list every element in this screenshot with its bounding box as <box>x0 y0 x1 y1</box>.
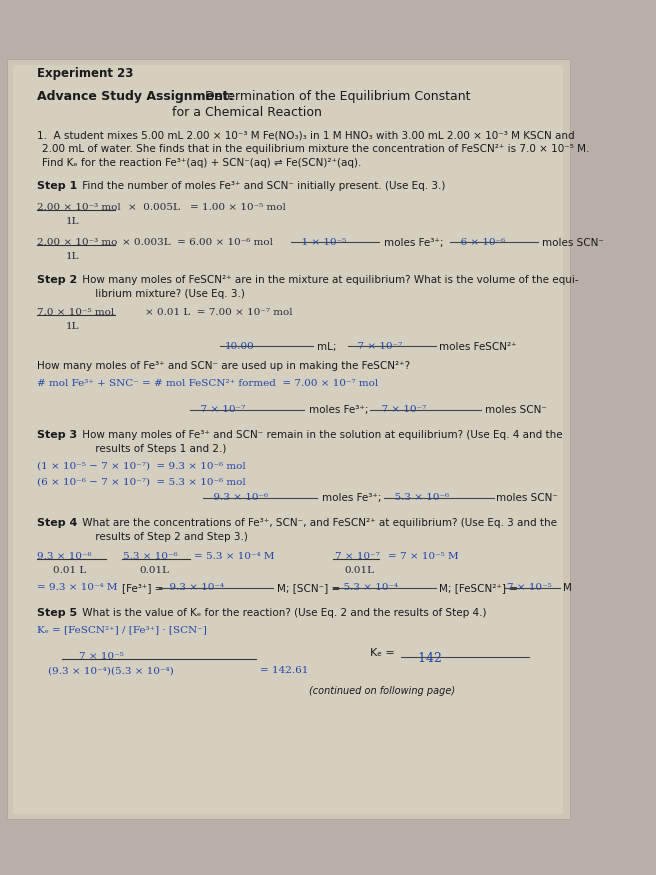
Text: 7 × 10⁻⁷: 7 × 10⁻⁷ <box>335 551 380 561</box>
Text: = 5.3 × 10⁻⁴ M: = 5.3 × 10⁻⁴ M <box>194 551 274 561</box>
Text: 5.3 × 10⁻⁶: 5.3 × 10⁻⁶ <box>123 551 178 561</box>
Text: moles FeSCN²⁺: moles FeSCN²⁺ <box>439 342 517 352</box>
Text: 9.3 × 10⁻⁶: 9.3 × 10⁻⁶ <box>207 493 268 502</box>
Text: moles SCN⁻: moles SCN⁻ <box>495 493 558 503</box>
Text: How many moles of Fe³⁺ and SCN⁻ are used up in making the FeSCN²⁺?: How many moles of Fe³⁺ and SCN⁻ are used… <box>37 361 410 371</box>
Text: 10.00: 10.00 <box>225 342 255 351</box>
Text: (9.3 × 10⁻⁴)(5.3 × 10⁻⁴): (9.3 × 10⁻⁴)(5.3 × 10⁻⁴) <box>49 667 174 676</box>
Text: = 9.3 × 10⁻⁴ M: = 9.3 × 10⁻⁴ M <box>37 584 117 592</box>
Text: 1L: 1L <box>66 252 79 261</box>
Text: 9.3 × 10⁻⁶: 9.3 × 10⁻⁶ <box>37 551 92 561</box>
Text: Find Kₑ for the reaction Fe³⁺(aq) + SCN⁻(aq) ⇌ Fe(SCN)²⁺(aq).: Find Kₑ for the reaction Fe³⁺(aq) + SCN⁻… <box>43 158 361 168</box>
Text: Find the number of moles Fe³⁺ and SCN⁻ initially present. (Use Eq. 3.): Find the number of moles Fe³⁺ and SCN⁻ i… <box>79 181 445 192</box>
FancyBboxPatch shape <box>7 59 569 819</box>
Text: # mol Fe³⁺ + SNC⁻ = # mol FeSCN²⁺ formed  = 7.00 × 10⁻⁷ mol: # mol Fe³⁺ + SNC⁻ = # mol FeSCN²⁺ formed… <box>37 379 379 388</box>
Text: 142: 142 <box>410 652 442 665</box>
Text: 2.00 mL of water. She finds that in the equilibrium mixture the concentration of: 2.00 mL of water. She finds that in the … <box>43 144 590 154</box>
Text: 2.00 × 10⁻³ mol: 2.00 × 10⁻³ mol <box>37 202 121 212</box>
Text: 7 × 10⁻⁷: 7 × 10⁻⁷ <box>351 342 402 351</box>
Text: 0.01 L: 0.01 L <box>53 566 86 575</box>
Text: Kₑ =: Kₑ = <box>371 648 395 658</box>
Text: 7 × 10⁻⁵: 7 × 10⁻⁵ <box>507 584 552 592</box>
Text: = 7 × 10⁻⁵ M: = 7 × 10⁻⁵ M <box>388 551 459 561</box>
Text: moles Fe³⁺;: moles Fe³⁺; <box>308 405 368 416</box>
Text: (continued on following page): (continued on following page) <box>308 686 455 696</box>
Text: What are the concentrations of Fe³⁺, SCN⁻, and FeSCN²⁺ at equilibrium? (Use Eq. : What are the concentrations of Fe³⁺, SCN… <box>79 518 558 528</box>
Text: Step 3: Step 3 <box>37 430 77 440</box>
Text: M; [FeSCN²⁺] =: M; [FeSCN²⁺] = <box>439 584 518 593</box>
Text: moles SCN⁻: moles SCN⁻ <box>485 405 547 416</box>
Text: (6 × 10⁻⁶ − 7 × 10⁻⁷)  = 5.3 × 10⁻⁶ mol: (6 × 10⁻⁶ − 7 × 10⁻⁷) = 5.3 × 10⁻⁶ mol <box>37 478 246 487</box>
Text: [Fe³⁺] =: [Fe³⁺] = <box>121 584 163 593</box>
Text: 7 × 10⁻⁵: 7 × 10⁻⁵ <box>79 652 124 662</box>
Text: (1 × 10⁻⁵ − 7 × 10⁻⁷)  = 9.3 × 10⁻⁶ mol: (1 × 10⁻⁵ − 7 × 10⁻⁷) = 9.3 × 10⁻⁶ mol <box>37 462 246 471</box>
Text: × 0.01 L  = 7.00 × 10⁻⁷ mol: × 0.01 L = 7.00 × 10⁻⁷ mol <box>146 308 293 318</box>
Text: 1 × 10⁻⁵: 1 × 10⁻⁵ <box>295 238 346 247</box>
Text: 0.01L: 0.01L <box>139 566 169 575</box>
Text: M; [SCN⁻] =: M; [SCN⁻] = <box>277 584 340 593</box>
Text: moles Fe³⁺;: moles Fe³⁺; <box>384 238 443 248</box>
Text: How many moles of FeSCN²⁺ are in the mixture at equilibrium? What is the volume : How many moles of FeSCN²⁺ are in the mix… <box>79 275 579 285</box>
Text: = 142.61: = 142.61 <box>260 667 308 676</box>
FancyBboxPatch shape <box>13 65 564 815</box>
Text: What is the value of Kₑ for the reaction? (Use Eq. 2 and the results of Step 4.): What is the value of Kₑ for the reaction… <box>79 608 487 618</box>
Text: Experiment 23: Experiment 23 <box>37 66 133 80</box>
Text: M: M <box>563 584 571 593</box>
Text: ×  0.005L: × 0.005L <box>128 202 180 212</box>
Text: results of Step 2 and Step 3.): results of Step 2 and Step 3.) <box>79 532 248 542</box>
Text: 7 × 10⁻⁷: 7 × 10⁻⁷ <box>375 405 426 415</box>
Text: How many moles of Fe³⁺ and SCN⁻ remain in the solution at equilibrium? (Use Eq. : How many moles of Fe³⁺ and SCN⁻ remain i… <box>79 430 563 440</box>
Text: 2.00 × 10⁻³ mo: 2.00 × 10⁻³ mo <box>37 238 117 247</box>
Text: Determination of the Equilibrium Constant: Determination of the Equilibrium Constan… <box>201 89 470 102</box>
Text: moles Fe³⁺;: moles Fe³⁺; <box>322 493 381 503</box>
Text: librium mixture? (Use Eq. 3.): librium mixture? (Use Eq. 3.) <box>79 289 245 299</box>
Text: = 1.00 × 10⁻⁵ mol: = 1.00 × 10⁻⁵ mol <box>190 202 285 212</box>
Text: 1.  A student mixes 5.00 mL 2.00 × 10⁻³ M Fe(NO₃)₃ in 1 M HNO₃ with 3.00 mL 2.00: 1. A student mixes 5.00 mL 2.00 × 10⁻³ M… <box>37 130 575 140</box>
Text: Kₑ = [FeSCN²⁺] / [Fe³⁺] · [SCN⁻]: Kₑ = [FeSCN²⁺] / [Fe³⁺] · [SCN⁻] <box>37 626 207 634</box>
Text: Advance Study Assignment:: Advance Study Assignment: <box>37 89 234 102</box>
Text: 9.3 × 10⁻⁴: 9.3 × 10⁻⁴ <box>163 584 224 592</box>
Text: 1L: 1L <box>66 322 79 332</box>
Text: for a Chemical Reaction: for a Chemical Reaction <box>172 106 322 118</box>
Text: Step 4: Step 4 <box>37 518 77 528</box>
Text: 0.01L: 0.01L <box>344 566 374 575</box>
Text: × 0.003L  = 6.00 × 10⁻⁶ mol: × 0.003L = 6.00 × 10⁻⁶ mol <box>121 238 273 247</box>
Text: 5.3 × 10⁻⁶: 5.3 × 10⁻⁶ <box>388 493 449 502</box>
Text: results of Steps 1 and 2.): results of Steps 1 and 2.) <box>79 444 227 454</box>
Text: 6 × 10⁻⁶: 6 × 10⁻⁶ <box>454 238 505 247</box>
Text: Step 2: Step 2 <box>37 275 77 285</box>
Text: mL;: mL; <box>318 342 337 352</box>
Text: 5.3 × 10⁻⁴: 5.3 × 10⁻⁴ <box>337 584 398 592</box>
Text: Step 5: Step 5 <box>37 608 77 618</box>
Text: Step 1: Step 1 <box>37 181 77 192</box>
Text: 7.0 × 10⁻⁵ mol: 7.0 × 10⁻⁵ mol <box>37 308 114 318</box>
Text: 1L: 1L <box>66 217 79 226</box>
Text: moles SCN⁻: moles SCN⁻ <box>543 238 604 248</box>
Text: 7 × 10⁻⁷: 7 × 10⁻⁷ <box>194 405 245 415</box>
